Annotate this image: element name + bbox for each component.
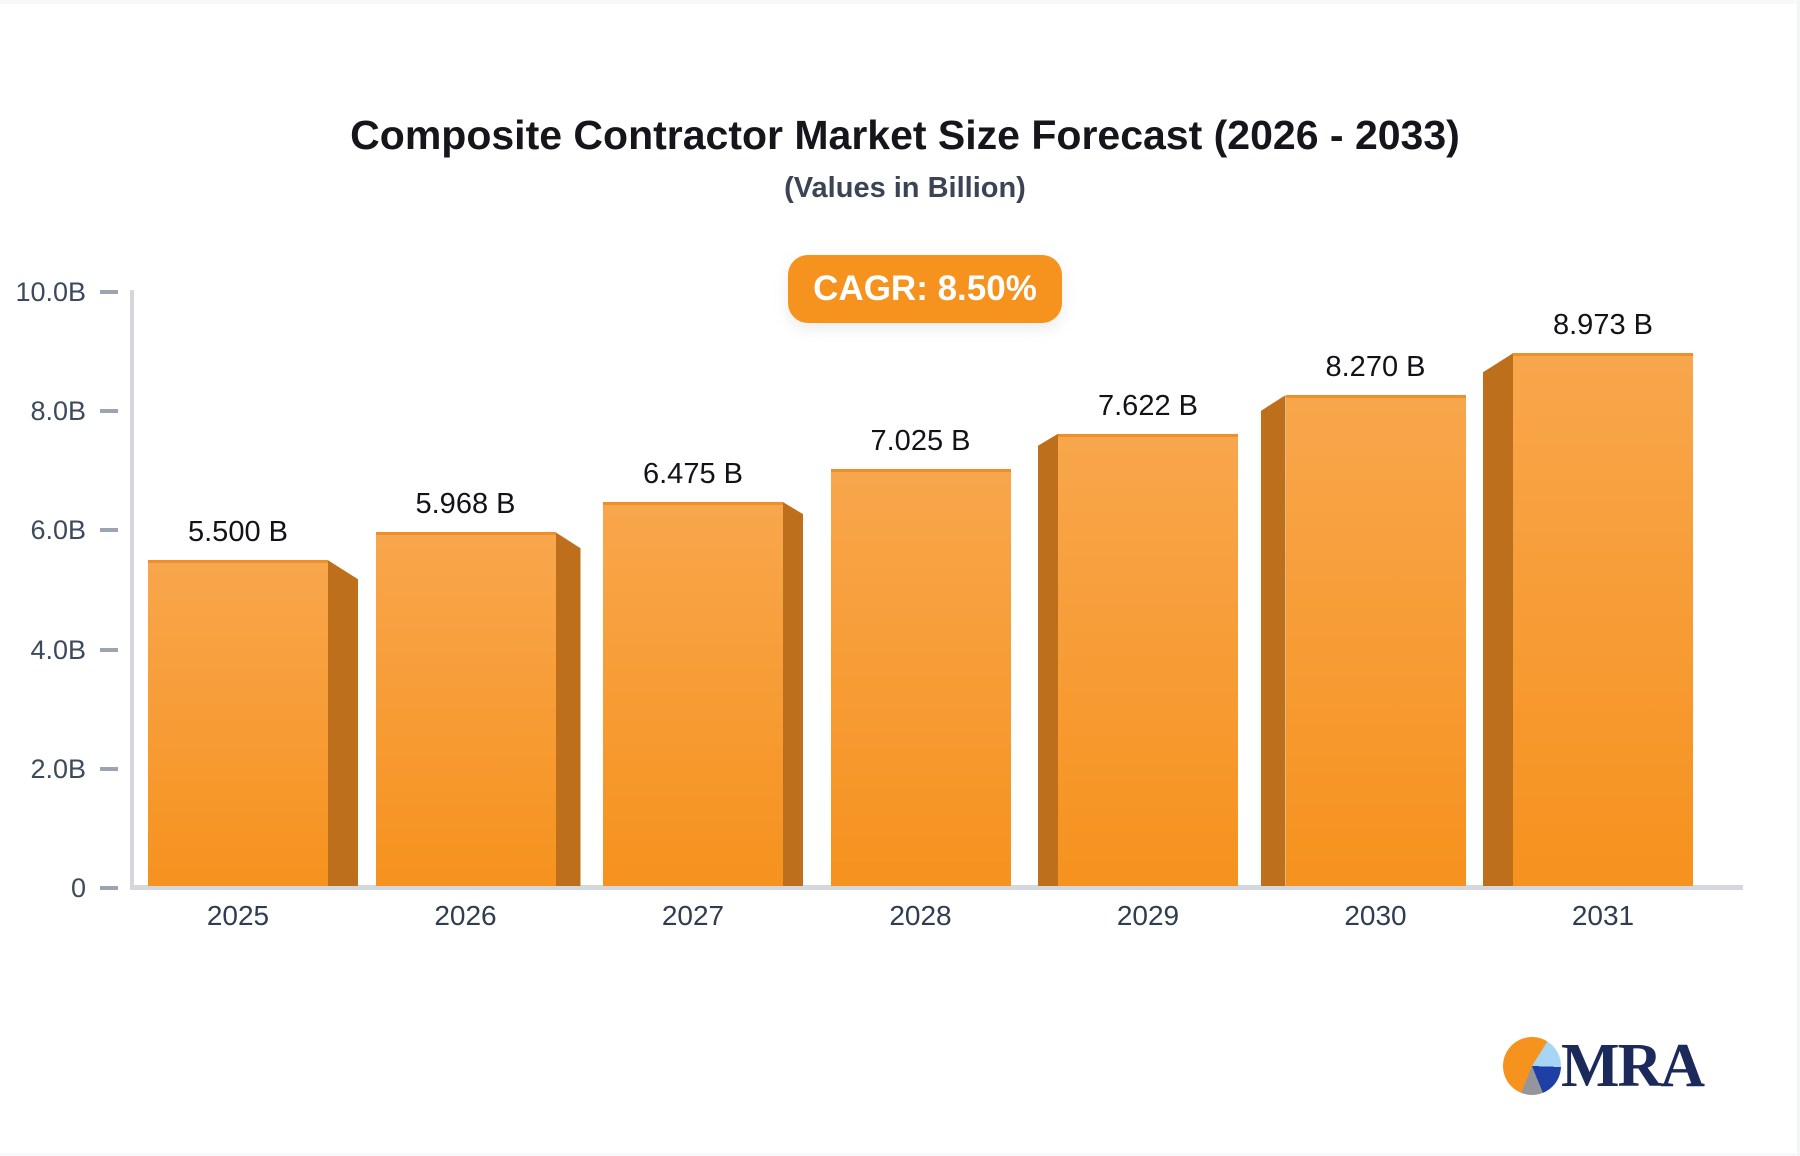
bar-3d-side <box>1483 353 1513 886</box>
x-axis-label: 2028 <box>889 900 952 931</box>
bar-value-label: 7.622 B <box>1098 389 1198 422</box>
y-axis-tick-label: 8.0B <box>30 396 86 427</box>
y-axis-tick <box>100 766 118 771</box>
bar-3d-side <box>328 560 358 886</box>
bar-3d-side <box>1038 433 1058 886</box>
x-axis-label: 2026 <box>434 900 497 931</box>
y-axis-tick-label: 10.0B <box>15 277 86 307</box>
chart-title: Composite Contractor Market Size Forecas… <box>350 112 1460 158</box>
bar-3d-side <box>555 532 581 886</box>
y-axis-tick-label: 6.0B <box>30 515 86 546</box>
bar-value-label: 6.475 B <box>643 458 743 491</box>
x-axis-label: 2030 <box>1344 900 1407 931</box>
bar-value-label: 5.968 B <box>415 488 516 521</box>
pie-chart-icon <box>1503 1037 1561 1095</box>
bar-value-label: 8.270 B <box>1325 351 1426 384</box>
bar-value-label: 5.500 B <box>188 516 288 549</box>
bar-2030 <box>1285 395 1466 886</box>
cagr-badge: CAGR: 8.50% <box>788 255 1062 323</box>
bar-3d-side <box>1260 395 1286 886</box>
bar-2026 <box>375 532 556 886</box>
y-axis-tick-label: 0 <box>70 873 86 903</box>
y-axis-tick <box>100 290 118 294</box>
mra-logo: MRA <box>1503 1032 1705 1100</box>
bar-value-label: 7.025 B <box>870 425 971 458</box>
bar-2027 <box>603 502 783 886</box>
bar-2029 <box>1058 433 1238 886</box>
mra-logo-text: MRA <box>1561 1032 1705 1100</box>
y-axis-tick <box>100 647 118 652</box>
y-axis-tick-label: 4.0B <box>30 634 86 665</box>
y-axis-line <box>130 290 134 888</box>
bar-value-label: 8.973 B <box>1553 309 1653 342</box>
bottom-edge-divider <box>0 1153 1800 1156</box>
bar-3d-side <box>783 502 803 886</box>
y-axis-tick-label: 2.0B <box>30 753 86 784</box>
bar-2031 <box>1513 353 1693 886</box>
x-axis-label: 2025 <box>206 900 270 931</box>
x-axis-label: 2029 <box>1116 900 1180 931</box>
y-axis-tick <box>100 528 118 533</box>
x-axis-label: 2031 <box>1571 900 1635 931</box>
y-axis-tick <box>100 886 118 890</box>
bar-2028 <box>830 469 1011 886</box>
chart-subtitle: (Values in Billion) <box>784 172 1026 204</box>
top-edge-divider <box>0 0 1800 4</box>
y-axis-tick <box>100 409 118 414</box>
x-axis-line <box>130 885 1743 890</box>
right-edge-divider <box>1797 0 1800 1156</box>
bar-2025 <box>148 560 328 886</box>
x-axis-label: 2027 <box>661 900 725 931</box>
